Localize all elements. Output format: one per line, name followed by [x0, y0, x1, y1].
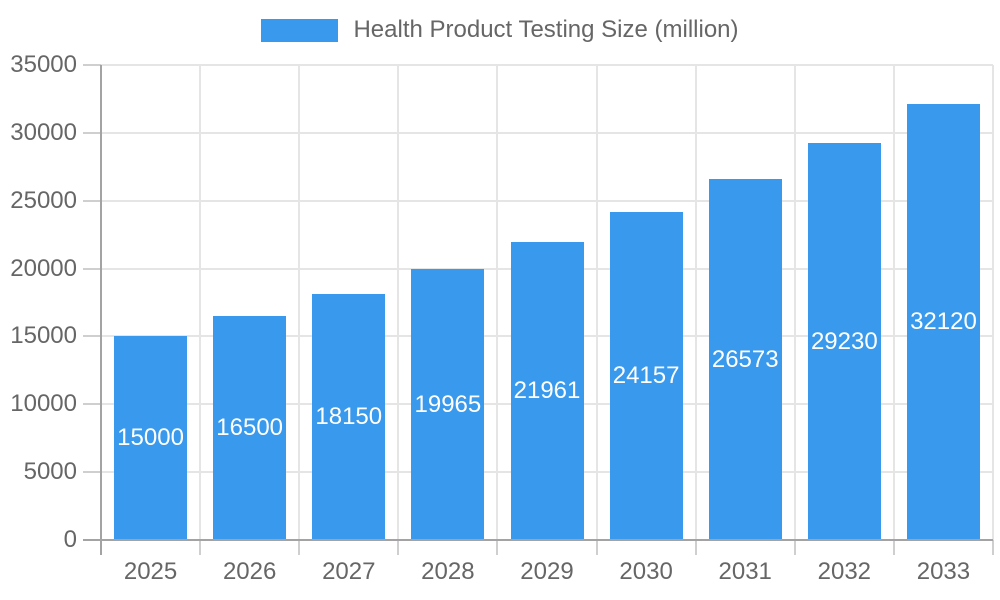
bar-value-label: 19965: [414, 390, 482, 418]
y-tick-mark: [83, 64, 101, 66]
gridline-vertical: [298, 65, 301, 540]
bar-value-label: 32120: [910, 308, 977, 336]
y-axis-label: 35000: [10, 51, 77, 78]
gridline-horizontal: [101, 131, 993, 134]
y-tick-mark: [83, 471, 101, 474]
x-axis-label: 2028: [421, 558, 475, 585]
y-axis-label: 25000: [10, 186, 77, 214]
x-tick-mark: [298, 540, 301, 555]
bar: 24157: [609, 212, 683, 540]
bar: 26573: [708, 179, 782, 540]
gridline-vertical: [793, 65, 796, 540]
bar-value-label: 21961: [513, 376, 581, 404]
y-axis-label: 0: [63, 526, 77, 553]
gridline-horizontal: [101, 199, 993, 202]
x-tick-mark: [199, 540, 202, 555]
x-tick-mark: [496, 540, 499, 555]
bar-value-label: 26573: [711, 345, 779, 373]
bar: 15000: [114, 336, 188, 540]
legend-label: Health Product Testing Size (million): [353, 16, 739, 43]
gridline-vertical: [892, 65, 895, 540]
bar: 19965: [411, 269, 485, 540]
y-axis-label: 20000: [10, 254, 77, 282]
x-tick-mark: [397, 540, 400, 555]
x-axis-label: 2032: [817, 558, 872, 585]
x-axis-label: 2025: [123, 558, 178, 585]
y-axis-label: 5000: [23, 458, 77, 486]
gridline-vertical: [595, 65, 598, 540]
y-tick-mark: [83, 131, 101, 134]
x-axis-label: 2030: [619, 558, 673, 585]
y-tick-mark: [83, 267, 101, 270]
x-axis-label: 2027: [322, 558, 376, 585]
x-axis-line: [83, 539, 993, 541]
y-axis-label: 30000: [10, 118, 77, 146]
bar: 32120: [906, 104, 980, 540]
x-axis-label: 2031: [718, 558, 772, 585]
x-tick-mark: [793, 540, 796, 555]
y-tick-mark: [83, 403, 101, 406]
gridline-vertical: [694, 65, 697, 540]
plot-area: 0 5000 10000 15000 20000 25000 30000 35000 2025 2…: [10, 51, 994, 585]
bar: 21961: [510, 241, 584, 540]
gridline-vertical: [992, 65, 994, 540]
x-axis-label: 2026: [222, 558, 277, 585]
bar-value-label: 24157: [612, 362, 680, 390]
y-axis-line: [100, 65, 102, 555]
x-tick-mark: [992, 540, 994, 555]
gridline-vertical: [199, 65, 202, 540]
x-tick-mark: [892, 540, 895, 555]
bar-value-label: 29230: [810, 327, 878, 355]
x-tick-mark: [595, 540, 598, 555]
x-tick-mark: [694, 540, 697, 555]
gridline-vertical: [496, 65, 499, 540]
legend[interactable]: Health Product Testing Size (million): [0, 16, 1000, 44]
y-axis-label: 15000: [10, 322, 77, 350]
bar: 16500: [213, 316, 287, 540]
bar-value-label: 15000: [117, 424, 184, 452]
y-axis-label: 10000: [10, 390, 77, 418]
bar: 18150: [312, 293, 386, 540]
gridline-horizontal: [101, 64, 993, 66]
bar-value-label: 18150: [315, 402, 383, 430]
y-tick-mark: [83, 335, 101, 338]
x-axis-label: 2033: [916, 558, 971, 585]
legend-swatch: [261, 18, 339, 42]
x-axis-label: 2029: [520, 558, 574, 585]
gridline-vertical: [397, 65, 400, 540]
bar-value-label: 16500: [216, 414, 284, 442]
y-tick-mark: [83, 199, 101, 202]
bar: 29230: [807, 143, 881, 540]
